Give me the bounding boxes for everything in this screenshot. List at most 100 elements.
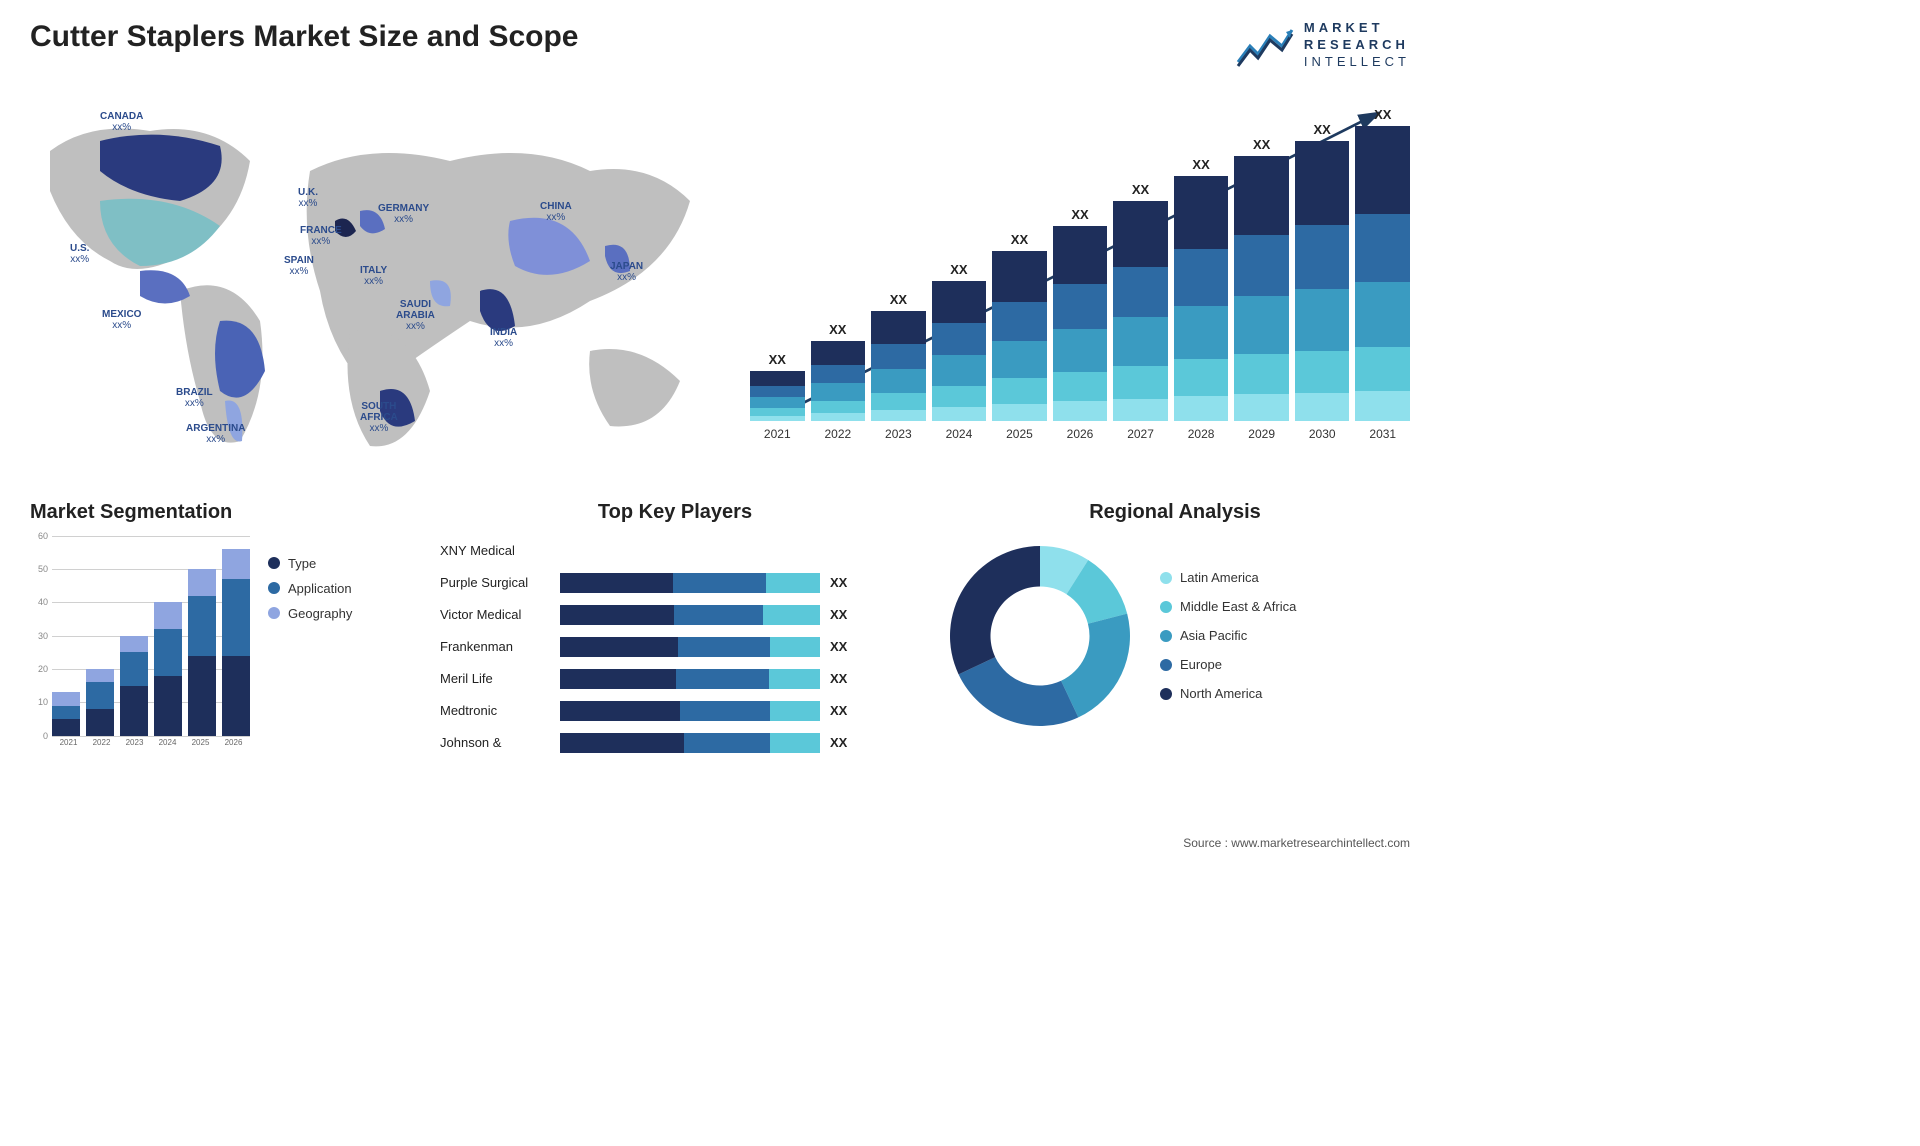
map-label: SPAINxx% [284, 255, 314, 277]
logo-line2: RESEARCH [1304, 37, 1410, 54]
kp-value: XX [830, 671, 847, 686]
legend-item: Middle East & Africa [1160, 599, 1296, 614]
seg-bar [188, 569, 216, 736]
legend-item: Application [268, 581, 352, 596]
mainbar-category: 2031 [1369, 427, 1396, 441]
mainbar-category: 2029 [1248, 427, 1275, 441]
legend-item: Geography [268, 606, 352, 621]
mainbar-col: XX 2023 [871, 292, 926, 441]
kp-value: XX [830, 639, 847, 654]
page-title: Cutter Staplers Market Size and Scope [30, 20, 579, 54]
mainbar-value: XX [890, 292, 907, 307]
kp-label: Victor Medical [440, 607, 560, 622]
legend-item: Europe [1160, 657, 1296, 672]
donut-slice [1061, 613, 1130, 717]
map-label: FRANCExx% [300, 225, 342, 247]
map-label: INDIAxx% [490, 327, 517, 349]
mainbar-category: 2028 [1188, 427, 1215, 441]
mainbar-value: XX [950, 262, 967, 277]
kp-row: Johnson & XX [440, 728, 910, 758]
segmentation-chart: 0102030405060 202120222023202420252026 [30, 536, 250, 756]
map-label: SAUDIARABIAxx% [396, 299, 435, 332]
keyplayers-title: Top Key Players [440, 501, 910, 524]
map-label: JAPANxx% [610, 261, 643, 283]
logo-line1: MARKET [1304, 20, 1410, 37]
mainbar-col: XX 2022 [811, 322, 866, 441]
mainbar-col: XX 2029 [1234, 137, 1289, 441]
kp-row: Victor Medical XX [440, 600, 910, 630]
regional-donut [940, 536, 1140, 736]
mainbar-value: XX [1314, 122, 1331, 137]
kp-value: XX [830, 735, 847, 750]
seg-bar [120, 636, 148, 736]
logo-icon [1236, 22, 1294, 68]
kp-value: XX [830, 703, 847, 718]
seg-bar [52, 692, 80, 735]
map-label: ITALYxx% [360, 265, 387, 287]
segmentation-title: Market Segmentation [30, 501, 410, 524]
logo-line3: INTELLECT [1304, 54, 1410, 71]
mainbar-col: XX 2021 [750, 352, 805, 441]
map-label: MEXICOxx% [102, 309, 141, 331]
legend-item: Asia Pacific [1160, 628, 1296, 643]
mainbar-col: XX 2028 [1174, 157, 1229, 441]
map-label: SOUTHAFRICAxx% [360, 401, 398, 434]
map-label: CANADAxx% [100, 111, 143, 133]
seg-bar [222, 549, 250, 736]
mainbar-col: XX 2026 [1053, 207, 1108, 441]
mainbar-category: 2026 [1067, 427, 1094, 441]
mainbar-value: XX [1253, 137, 1270, 152]
seg-bar [154, 602, 182, 735]
mainbar-col: XX 2025 [992, 232, 1047, 441]
mainbar-category: 2023 [885, 427, 912, 441]
kp-label: Meril Life [440, 671, 560, 686]
kp-row: Frankenman XX [440, 632, 910, 662]
map-label: BRAZILxx% [176, 387, 213, 409]
mainbar-col: XX 2027 [1113, 182, 1168, 441]
kp-row: Medtronic XX [440, 696, 910, 726]
world-map: CANADAxx% U.S.xx% MEXICOxx% BRAZILxx% ARGENT… [30, 91, 710, 471]
mainbar-value: XX [769, 352, 786, 367]
mainbar-category: 2025 [1006, 427, 1033, 441]
kp-value: XX [830, 607, 847, 622]
kp-row: Purple Surgical XX [440, 568, 910, 598]
kp-row: XNY Medical [440, 536, 910, 566]
mainbar-col: XX 2024 [932, 262, 987, 441]
mainbar-value: XX [1132, 182, 1149, 197]
mainbar-col: XX 2030 [1295, 122, 1350, 441]
main-bar-chart: XX 2021 XX 2022 XX 2023 XX 2024 XX 2025 XX 2026 XX 20… [750, 91, 1410, 471]
mainbar-value: XX [1374, 107, 1391, 122]
kp-label: Medtronic [440, 703, 560, 718]
regional-title: Regional Analysis [940, 501, 1410, 524]
mainbar-value: XX [1192, 157, 1209, 172]
source-text: Source : www.marketresearchintellect.com [1183, 836, 1410, 850]
mainbar-category: 2022 [824, 427, 851, 441]
kp-label: XNY Medical [440, 543, 560, 558]
mainbar-category: 2021 [764, 427, 791, 441]
kp-label: Purple Surgical [440, 575, 560, 590]
map-label: U.K.xx% [298, 187, 318, 209]
mainbar-value: XX [1071, 207, 1088, 222]
map-label: GERMANYxx% [378, 203, 429, 225]
mainbar-category: 2024 [946, 427, 973, 441]
seg-bar [86, 669, 114, 736]
kp-label: Johnson & [440, 735, 560, 750]
brand-logo: MARKET RESEARCH INTELLECT [1236, 20, 1410, 71]
mainbar-value: XX [829, 322, 846, 337]
legend-item: Type [268, 556, 352, 571]
map-label: ARGENTINAxx% [186, 423, 245, 445]
regional-legend: Latin America Middle East & Africa Asia Pa… [1160, 570, 1296, 701]
donut-slice [950, 546, 1040, 674]
kp-value: XX [830, 575, 847, 590]
key-players-chart: XNY MedicalPurple SurgicalXXVictor Medic… [440, 536, 910, 758]
mainbar-category: 2030 [1309, 427, 1336, 441]
legend-item: North America [1160, 686, 1296, 701]
map-label: U.S.xx% [70, 243, 89, 265]
mainbar-col: XX 2031 [1355, 107, 1410, 441]
donut-slice [959, 657, 1079, 726]
mainbar-value: XX [1011, 232, 1028, 247]
legend-item: Latin America [1160, 570, 1296, 585]
segmentation-legend: Type Application Geography [268, 556, 352, 756]
kp-label: Frankenman [440, 639, 560, 654]
mainbar-category: 2027 [1127, 427, 1154, 441]
